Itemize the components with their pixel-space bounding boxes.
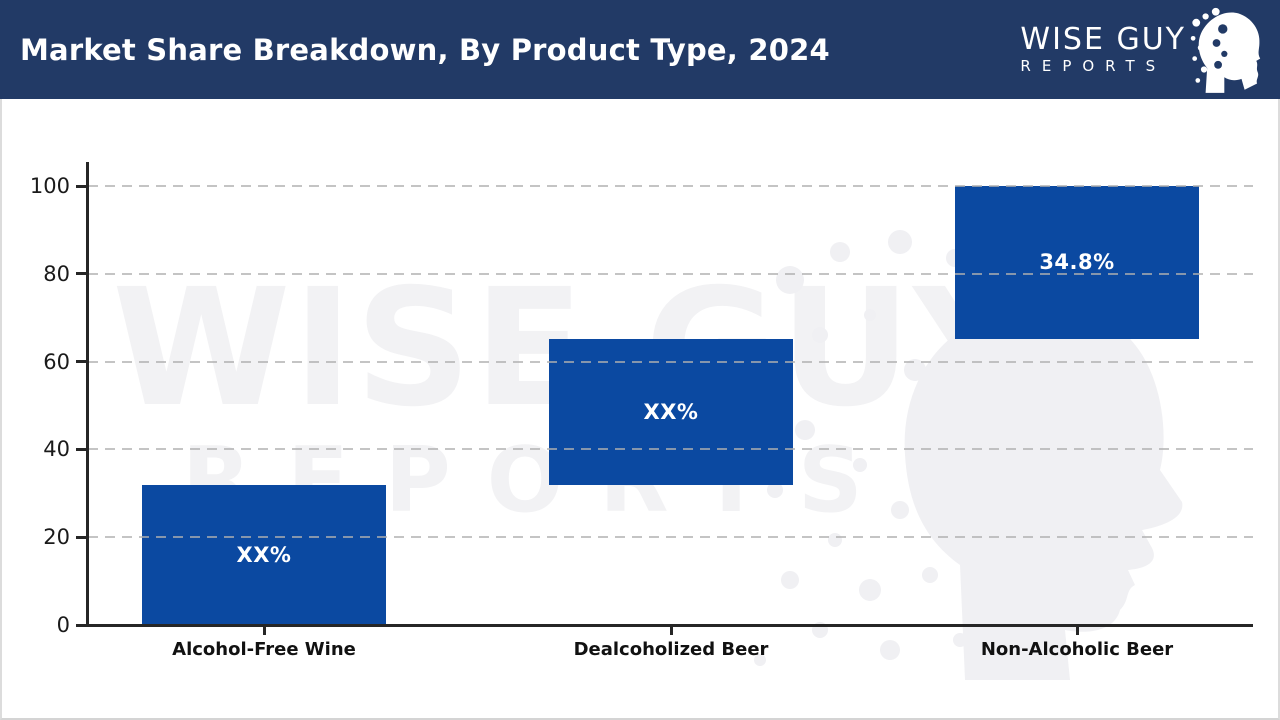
gridline [88,272,1253,275]
y-tick [76,623,88,627]
bar: XX% [142,485,386,625]
face-watermark-icon [754,230,1183,680]
brand-logo: WISE GUY REPORTS [1020,7,1280,93]
bar-value-label: 34.8% [1039,250,1115,275]
y-tick-label: 100 [29,174,70,198]
gridline [88,185,1253,187]
y-tick-label: 20 [43,525,70,550]
x-category-label: Alcohol-Free Wine [172,639,356,660]
y-tick [76,360,88,364]
gridline [88,360,1253,363]
y-tick-label: 0 [56,613,70,637]
x-category-label: Non-Alcoholic Beer [980,639,1174,660]
bar-value-label: XX% [236,543,292,568]
gridline [88,536,1253,539]
y-tick [76,535,88,539]
y-tick-label: 80 [43,261,70,286]
page-title: Market Share Breakdown, By Product Type,… [20,32,830,67]
x-tick [262,626,266,635]
y-tick [76,184,88,188]
logo-reports: REPORTS [1020,57,1167,76]
y-tick-label: 40 [43,437,70,462]
y-axis-spine [86,162,89,627]
x-category-label: Dealcoholized Beer [573,639,769,660]
x-tick [1075,626,1079,635]
y-tick [76,272,88,276]
bar: XX% [549,338,793,486]
logo-wordmark: WISE GUY [1020,21,1186,57]
y-tick [76,447,88,451]
gridline [88,448,1253,451]
y-tick-label: 60 [43,349,70,374]
bar-value-label: XX% [643,400,699,425]
bar: 34.8% [955,186,1199,339]
face-logo-icon [1190,7,1261,93]
x-tick [669,626,673,635]
x-axis-spine [86,624,1253,627]
header-banner: Market Share Breakdown, By Product Type,… [0,0,1280,99]
